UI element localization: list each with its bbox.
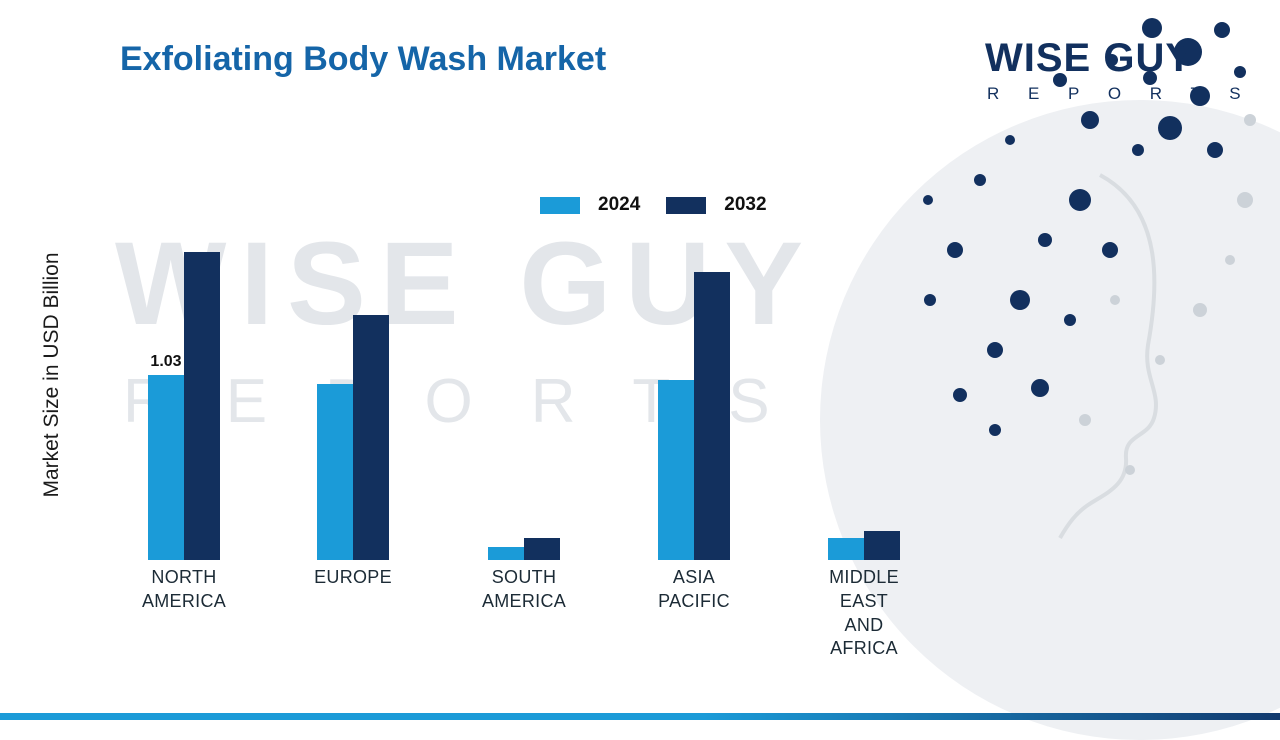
legend-swatch-2032 bbox=[666, 196, 707, 214]
category-label-north-america: NORTH AMERICA bbox=[141, 567, 227, 611]
bar-2024-asia-pacific bbox=[658, 380, 694, 560]
bar-col-2024-north-america: 1.03 bbox=[148, 353, 184, 560]
bar-group-south-america bbox=[488, 538, 560, 560]
brand-logo-name: WISE GUY bbox=[985, 36, 1194, 80]
legend-label-2032: 2032 bbox=[724, 194, 767, 215]
y-axis-label: Market Size in USD Billion bbox=[40, 252, 63, 498]
brand-logo-sub: R E P O R T S bbox=[987, 84, 1253, 103]
legend-swatch-2024 bbox=[540, 196, 580, 214]
chart-legend: 2024 2032 bbox=[540, 194, 767, 216]
bar-col-2032-middle-east-and-africa bbox=[864, 531, 900, 560]
footer-accent-bar bbox=[0, 713, 1280, 720]
bar-col-2032-north-america bbox=[184, 252, 220, 560]
bar-col-2024-europe bbox=[317, 384, 353, 560]
bar-group-asia-pacific bbox=[658, 272, 730, 560]
bar-col-2024-middle-east-and-africa bbox=[828, 538, 864, 560]
bar-col-2032-europe bbox=[353, 315, 389, 560]
bar-group-europe bbox=[317, 315, 389, 560]
bar-2024-middle-east-and-africa bbox=[828, 538, 864, 560]
watermark-line1: WISE GUY bbox=[115, 218, 818, 350]
bar-2032-south-america bbox=[524, 538, 560, 560]
bar-group-north-america: 1.03 bbox=[148, 252, 220, 560]
bar-2024-europe bbox=[317, 384, 353, 560]
bar-col-2032-asia-pacific bbox=[694, 272, 730, 560]
bar-col-2024-asia-pacific bbox=[658, 380, 694, 560]
bar-col-2032-south-america bbox=[524, 538, 560, 560]
bar-2024-north-america bbox=[148, 375, 184, 560]
category-label-asia-pacific: ASIA PACIFIC bbox=[658, 567, 730, 611]
bar-2032-middle-east-and-africa bbox=[864, 531, 900, 560]
bar-2024-south-america bbox=[488, 547, 524, 560]
bar-2032-north-america bbox=[184, 252, 220, 560]
bar-2032-europe bbox=[353, 315, 389, 560]
brand-logo: WISE GUY R E P O R T S bbox=[985, 38, 1253, 104]
bar-col-2024-south-america bbox=[488, 547, 524, 560]
legend-label-2024: 2024 bbox=[598, 194, 641, 215]
category-label-europe: EUROPE bbox=[314, 567, 392, 587]
bar-value-label-2024-north-america: 1.03 bbox=[150, 353, 182, 370]
category-label-south-america: SOUTH AMERICA bbox=[481, 567, 567, 611]
dotted-head-art bbox=[923, 18, 1256, 539]
bar-group-middle-east-and-africa bbox=[828, 531, 900, 560]
bar-2032-asia-pacific bbox=[694, 272, 730, 560]
legend-item-2024: 2024 bbox=[540, 194, 640, 216]
legend-item-2032: 2032 bbox=[666, 194, 767, 216]
page-title: Exfoliating Body Wash Market bbox=[120, 40, 607, 78]
category-label-middle-east-and-africa: MIDDLE EAST AND AFRICA bbox=[829, 567, 899, 659]
